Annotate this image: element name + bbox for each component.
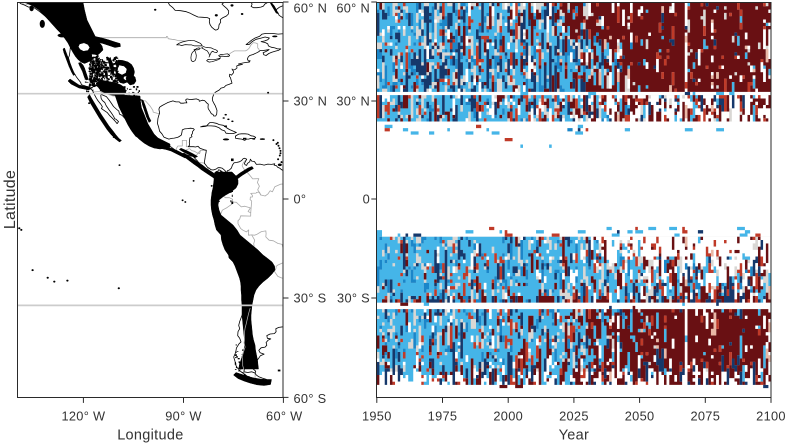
svg-text:0°: 0°: [294, 192, 307, 207]
svg-text:2075: 2075: [690, 409, 720, 424]
svg-text:2050: 2050: [625, 409, 655, 424]
svg-text:Year: Year: [559, 428, 590, 444]
svg-text:30° S: 30° S: [337, 291, 370, 306]
svg-text:1975: 1975: [428, 409, 458, 424]
svg-text:60° N: 60° N: [336, 1, 370, 16]
svg-text:1950: 1950: [362, 409, 392, 424]
svg-text:60° S: 60° S: [294, 391, 327, 406]
svg-text:2000: 2000: [493, 409, 523, 424]
svg-text:0: 0: [363, 192, 370, 207]
svg-text:30° S: 30° S: [294, 291, 327, 306]
svg-text:30° N: 30° N: [336, 94, 370, 109]
svg-text:2025: 2025: [559, 409, 589, 424]
svg-text:90° W: 90° W: [165, 409, 202, 424]
svg-text:120° W: 120° W: [61, 409, 106, 424]
svg-text:60° N: 60° N: [294, 1, 328, 16]
svg-text:60° W: 60° W: [266, 409, 303, 424]
svg-text:30° N: 30° N: [294, 94, 328, 109]
svg-text:2100: 2100: [756, 409, 786, 424]
svg-text:Longitude: Longitude: [117, 428, 183, 444]
svg-text:Latitude: Latitude: [2, 170, 19, 229]
